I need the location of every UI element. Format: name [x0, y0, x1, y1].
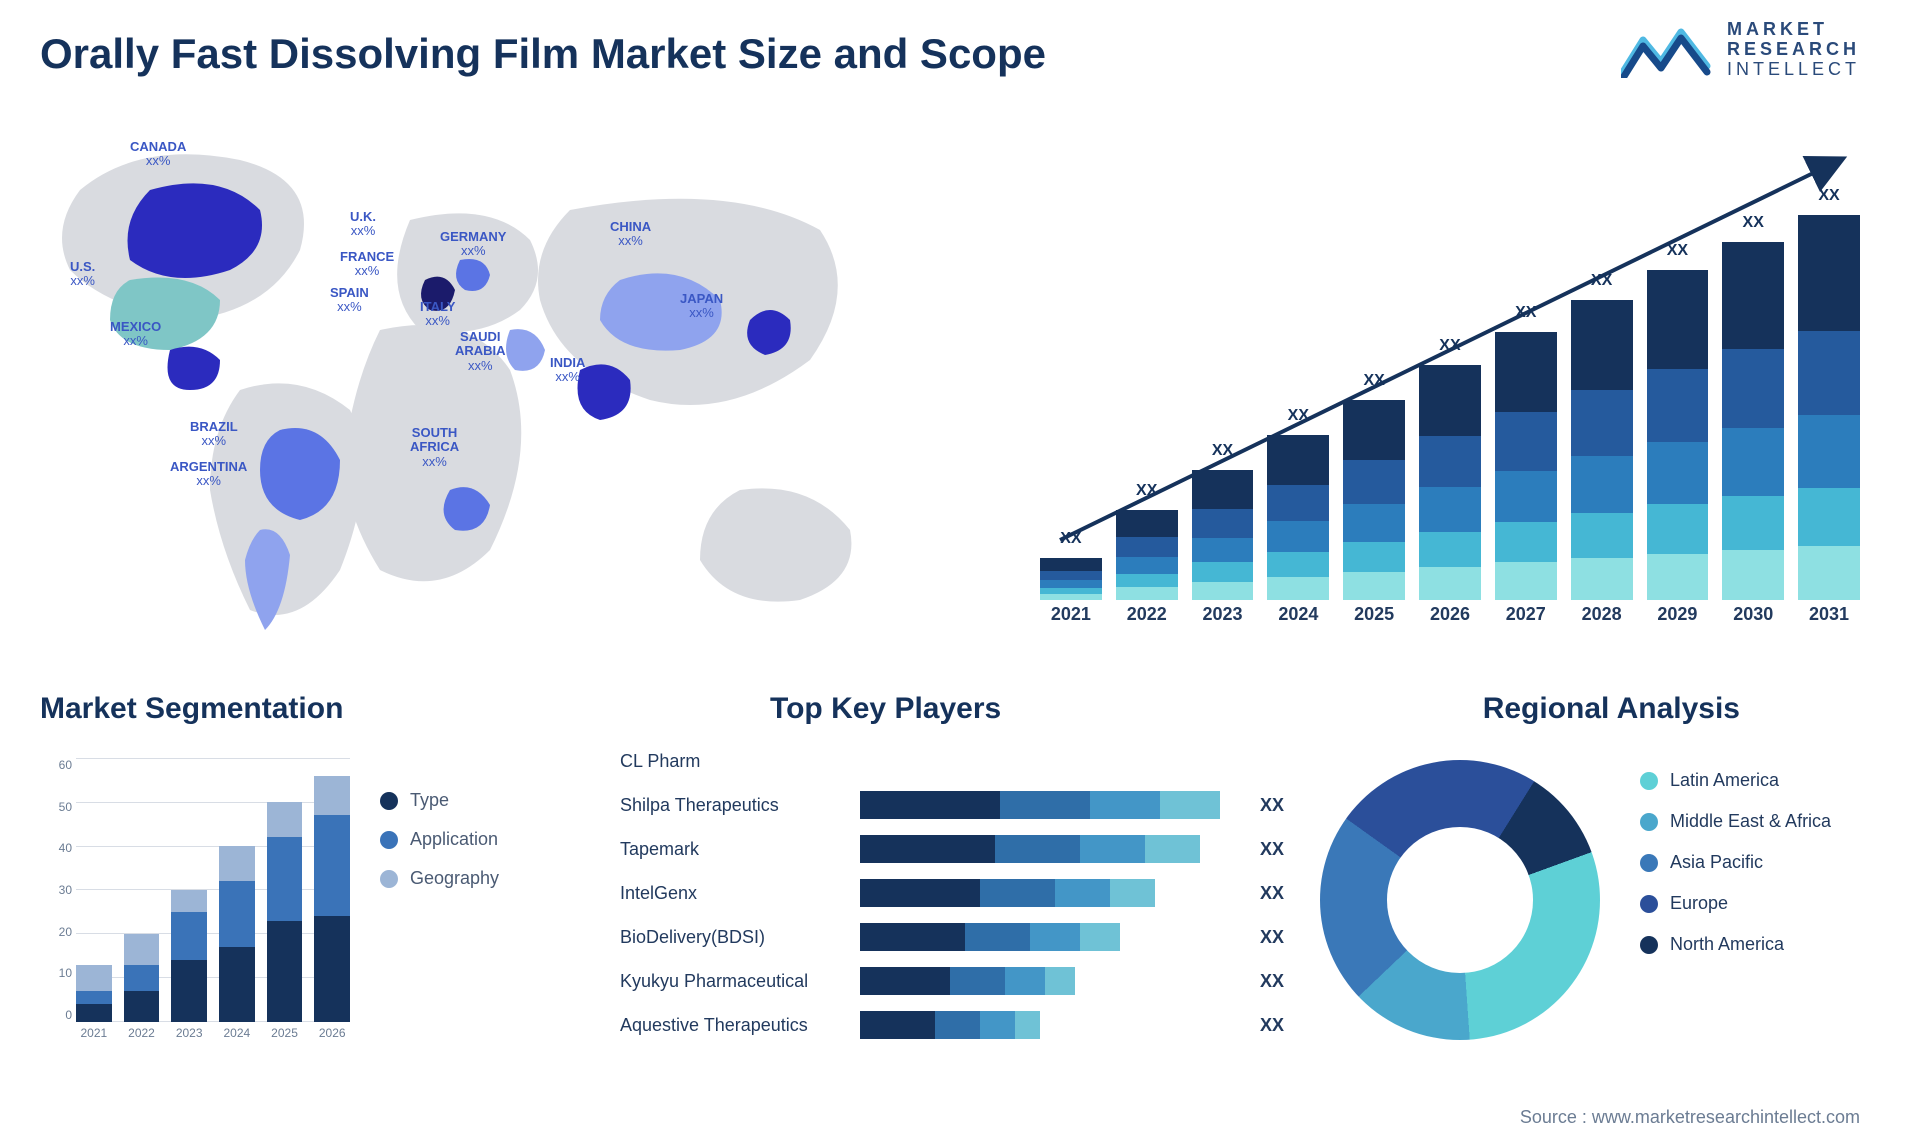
map-label: GERMANYxx%: [440, 230, 506, 259]
legend-item: Asia Pacific: [1640, 852, 1831, 873]
growth-year-label: 2024: [1267, 604, 1329, 640]
player-bar: [860, 835, 1250, 863]
player-name: CL Pharm: [620, 751, 860, 772]
map-label: FRANCExx%: [340, 250, 394, 279]
map-label: SAUDIARABIAxx%: [455, 330, 506, 373]
player-bar: [860, 1011, 1250, 1039]
player-bar: [860, 923, 1250, 951]
growth-year-label: 2027: [1495, 604, 1557, 640]
growth-bar: XX: [1419, 365, 1481, 600]
logo-line3: INTELLECT: [1727, 60, 1860, 80]
growth-bar: XX: [1343, 400, 1405, 600]
map-label: BRAZILxx%: [190, 420, 238, 449]
segmentation-chart: 6050403020100 202120222023202420252026 T…: [40, 740, 560, 1100]
player-value: XX: [1250, 795, 1300, 816]
map-label: JAPANxx%: [680, 292, 723, 321]
legend-item: Latin America: [1640, 770, 1831, 791]
segmentation-bar: [124, 934, 160, 1022]
map-label: ARGENTINAxx%: [170, 460, 247, 489]
logo-mark-icon: [1621, 22, 1711, 78]
page-title: Orally Fast Dissolving Film Market Size …: [40, 30, 1046, 78]
segmentation-legend: Type Application Geography: [380, 790, 499, 889]
segmentation-bar: [314, 776, 350, 1022]
logo-line2: RESEARCH: [1727, 40, 1860, 60]
player-value: XX: [1250, 927, 1300, 948]
growth-bar: XX: [1571, 300, 1633, 600]
legend-item: North America: [1640, 934, 1831, 955]
donut-chart: [1320, 760, 1600, 1040]
player-row: Shilpa Therapeutics XX: [620, 790, 1300, 820]
growth-bar: XX: [1722, 242, 1784, 600]
growth-year-label: 2021: [1040, 604, 1102, 640]
brand-logo: MARKET RESEARCH INTELLECT: [1621, 20, 1860, 79]
player-bar: [860, 791, 1250, 819]
player-row: CL PharmXX: [620, 746, 1300, 776]
player-name: Kyukyu Pharmaceutical: [620, 971, 860, 992]
map-label: MEXICOxx%: [110, 320, 161, 349]
legend-item: Type: [380, 790, 499, 811]
segmentation-title: Market Segmentation: [40, 692, 343, 726]
legend-item: Europe: [1640, 893, 1831, 914]
growth-year-label: 2029: [1647, 604, 1709, 640]
map-label: U.S.xx%: [70, 260, 95, 289]
growth-year-label: 2028: [1571, 604, 1633, 640]
player-row: Tapemark XX: [620, 834, 1300, 864]
world-map-svg: [40, 130, 940, 650]
player-value: XX: [1250, 1015, 1300, 1036]
map-label: U.K.xx%: [350, 210, 376, 239]
player-value: XX: [1250, 839, 1300, 860]
map-label: SPAINxx%: [330, 286, 369, 315]
player-row: Aquestive Therapeutics XX: [620, 1010, 1300, 1040]
growth-bar: XX: [1647, 270, 1709, 600]
player-name: BioDelivery(BDSI): [620, 927, 860, 948]
growth-year-label: 2023: [1192, 604, 1254, 640]
map-label: ITALYxx%: [420, 300, 455, 329]
player-bar: [860, 879, 1250, 907]
player-name: Tapemark: [620, 839, 860, 860]
growth-bar: XX: [1798, 215, 1860, 600]
regional-title: Regional Analysis: [1483, 692, 1740, 726]
growth-bar: XX: [1495, 332, 1557, 600]
player-name: Shilpa Therapeutics: [620, 795, 860, 816]
segmentation-bar: [267, 802, 303, 1022]
growth-year-label: 2026: [1419, 604, 1481, 640]
logo-line1: MARKET: [1727, 20, 1860, 40]
growth-bar: XX: [1267, 435, 1329, 600]
growth-bar: XX: [1192, 470, 1254, 600]
player-row: Kyukyu Pharmaceutical XX: [620, 966, 1300, 996]
growth-bar: XX: [1116, 510, 1178, 600]
regional-chart: Latin America Middle East & Africa Asia Pa…: [1320, 740, 1860, 1100]
player-bar: [860, 967, 1250, 995]
segmentation-bar: [219, 846, 255, 1022]
segmentation-bar: [76, 965, 112, 1022]
legend-item: Geography: [380, 868, 499, 889]
map-label: CHINAxx%: [610, 220, 651, 249]
growth-bar: XX: [1040, 558, 1102, 600]
growth-year-label: 2031: [1798, 604, 1860, 640]
player-name: Aquestive Therapeutics: [620, 1015, 860, 1036]
segmentation-bar: [171, 890, 207, 1022]
growth-year-label: 2030: [1722, 604, 1784, 640]
key-players-chart: CL PharmXXShilpa TherapeuticsXXTapemarkX…: [620, 740, 1300, 1100]
legend-item: Application: [380, 829, 499, 850]
player-value: XX: [1250, 971, 1300, 992]
regional-legend: Latin America Middle East & Africa Asia Pa…: [1640, 770, 1831, 955]
growth-chart: XXXXXXXXXXXXXXXXXXXXXX 20212022202320242…: [1040, 140, 1860, 640]
key-players-title: Top Key Players: [770, 692, 1001, 726]
player-name: IntelGenx: [620, 883, 860, 904]
world-map: CANADAxx% U.S.xx% MEXICOxx% BRAZILxx% ARGENT…: [40, 130, 940, 650]
legend-item: Middle East & Africa: [1640, 811, 1831, 832]
source-attribution: Source : www.marketresearchintellect.com: [1520, 1107, 1860, 1128]
map-label: INDIAxx%: [550, 356, 585, 385]
map-label: SOUTHAFRICAxx%: [410, 426, 459, 469]
player-value: XX: [1250, 883, 1300, 904]
player-row: BioDelivery(BDSI) XX: [620, 922, 1300, 952]
map-label: CANADAxx%: [130, 140, 186, 169]
growth-year-label: 2025: [1343, 604, 1405, 640]
growth-year-label: 2022: [1116, 604, 1178, 640]
player-row: IntelGenx XX: [620, 878, 1300, 908]
